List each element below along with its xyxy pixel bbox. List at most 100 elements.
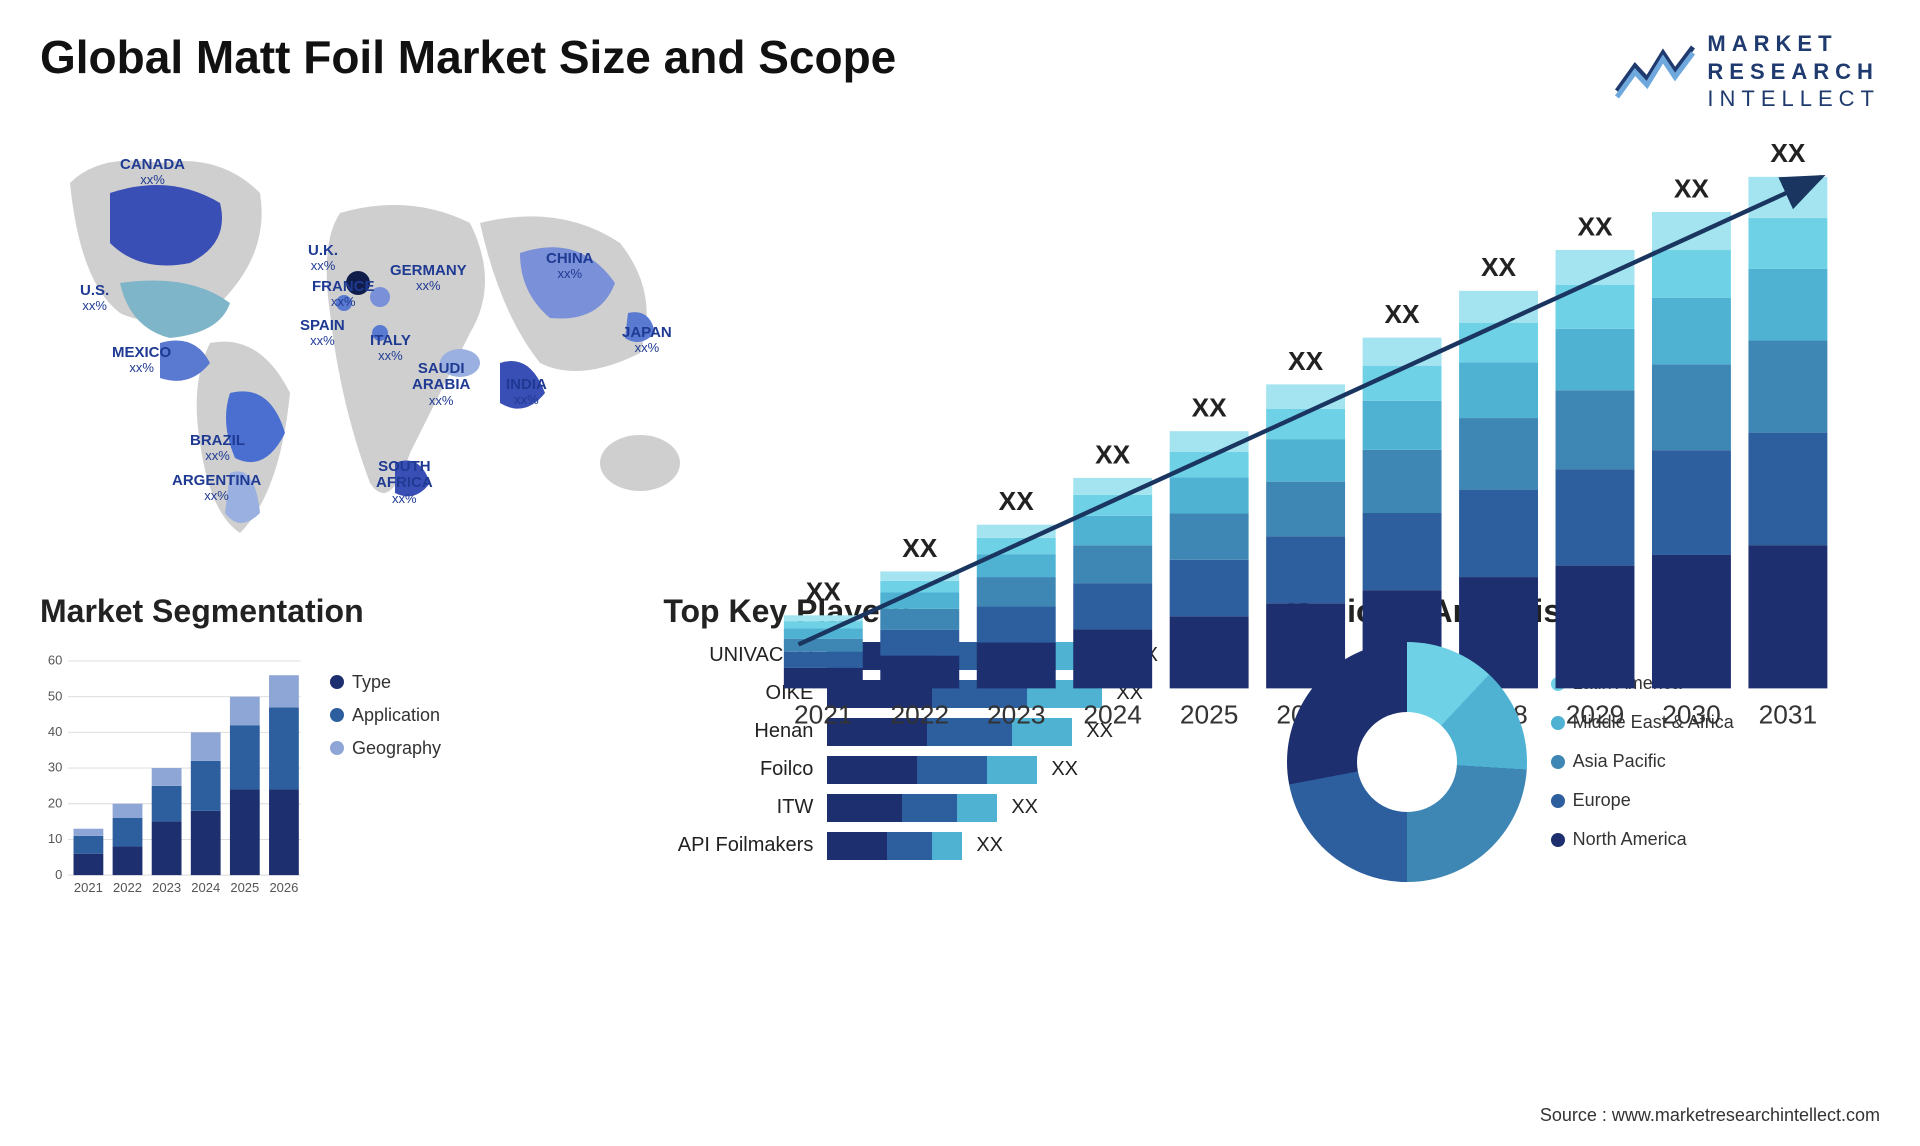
- svg-text:40: 40: [48, 724, 62, 739]
- map-label: U.K.xx%: [308, 243, 338, 274]
- svg-text:2021: 2021: [74, 879, 103, 894]
- svg-text:XX: XX: [1385, 299, 1421, 329]
- svg-text:20: 20: [48, 795, 62, 810]
- keyplayer-bar-seg: [827, 794, 902, 822]
- world-map: CANADAxx% U.S.xx% MEXICOxx% BRAZILxx% ARGENT…: [40, 133, 700, 563]
- svg-text:60: 60: [48, 652, 62, 667]
- keyplayer-bar: [827, 756, 1037, 784]
- regional-donut: [1287, 642, 1527, 882]
- legend-item: Asia Pacific: [1551, 751, 1734, 772]
- forecast-svg: XX2021XX2022XX2023XX2024XX2025XX2026XX20…: [740, 133, 1880, 747]
- svg-text:XX: XX: [902, 532, 938, 562]
- donut-hole: [1357, 712, 1457, 812]
- keyplayer-row: API Foilmakers XX: [663, 832, 1256, 860]
- svg-text:2022: 2022: [113, 879, 142, 894]
- map-label: INDIAxx%: [506, 377, 547, 408]
- svg-text:XX: XX: [806, 576, 842, 606]
- keyplayer-row: Foilco XX: [663, 756, 1256, 784]
- map-label: MEXICOxx%: [112, 345, 171, 376]
- svg-text:XX: XX: [999, 486, 1035, 516]
- map-label: GERMANYxx%: [390, 263, 467, 294]
- keyplayer-name: API Foilmakers: [663, 834, 813, 857]
- header: Global Matt Foil Market Size and Scope M…: [40, 30, 1880, 113]
- legend-label: Europe: [1573, 790, 1631, 811]
- map-label: JAPANxx%: [622, 325, 672, 356]
- map-label: ITALYxx%: [370, 333, 411, 364]
- keyplayer-bar-seg: [932, 832, 962, 860]
- svg-text:XX: XX: [1095, 439, 1131, 469]
- segmentation-wrap: 0 10 20 30 40 50 60 2021 2022 2023 2024 2025 2026 Ty…: [40, 642, 633, 922]
- forecast-chart: XX2021XX2022XX2023XX2024XX2025XX2026XX20…: [740, 133, 1880, 563]
- svg-text:0: 0: [55, 866, 62, 881]
- svg-text:2022: 2022: [891, 699, 950, 729]
- svg-text:10: 10: [48, 831, 62, 846]
- map-label: CHINAxx%: [546, 251, 594, 282]
- svg-text:2024: 2024: [191, 879, 220, 894]
- keyplayer-name: Foilco: [663, 758, 813, 781]
- keyplayer-bar-seg: [887, 832, 932, 860]
- keyplayer-bar-seg: [957, 794, 997, 822]
- svg-text:XX: XX: [1674, 173, 1710, 203]
- legend-dot-icon: [1551, 755, 1565, 769]
- keyplayer-bar-seg: [827, 756, 917, 784]
- keyplayer-bar: [827, 832, 962, 860]
- legend-dot-icon: [330, 708, 344, 722]
- svg-text:30: 30: [48, 759, 62, 774]
- keyplayer-bar-seg: [917, 756, 987, 784]
- svg-text:XX: XX: [1288, 345, 1324, 375]
- brand-logo: MARKET RESEARCH INTELLECT: [1615, 30, 1880, 113]
- keyplayer-name: ITW: [663, 796, 813, 819]
- svg-text:2025: 2025: [230, 879, 259, 894]
- keyplayer-value: XX: [1051, 758, 1078, 781]
- keyplayer-bar: [827, 794, 997, 822]
- legend-label: Geography: [352, 738, 441, 759]
- svg-text:2021: 2021: [794, 699, 853, 729]
- legend-dot-icon: [330, 741, 344, 755]
- legend-label: Type: [352, 672, 391, 693]
- svg-text:2023: 2023: [987, 699, 1046, 729]
- top-row: CANADAxx% U.S.xx% MEXICOxx% BRAZILxx% ARGENT…: [40, 133, 1880, 563]
- legend-item: Type: [330, 672, 441, 693]
- legend-item: Geography: [330, 738, 441, 759]
- svg-text:50: 50: [48, 688, 62, 703]
- segmentation-svg: 0 10 20 30 40 50 60 2021 2022 2023 2024 2025 2026: [40, 642, 310, 922]
- map-label: CANADAxx%: [120, 157, 185, 188]
- keyplayer-row: ITW XX: [663, 794, 1256, 822]
- map-label: FRANCExx%: [312, 279, 375, 310]
- keyplayer-value: XX: [1011, 796, 1038, 819]
- legend-item: North America: [1551, 829, 1734, 850]
- map-label: ARGENTINAxx%: [172, 473, 261, 504]
- legend-item: Europe: [1551, 790, 1734, 811]
- source-credit: Source : www.marketresearchintellect.com: [1540, 1105, 1880, 1126]
- legend-label: Asia Pacific: [1573, 751, 1666, 772]
- legend-dot-icon: [330, 675, 344, 689]
- page-title: Global Matt Foil Market Size and Scope: [40, 30, 896, 84]
- map-label: BRAZILxx%: [190, 433, 245, 464]
- svg-text:2023: 2023: [152, 879, 181, 894]
- svg-text:XX: XX: [1192, 392, 1228, 422]
- segmentation-title: Market Segmentation: [40, 593, 633, 630]
- segmentation-legend: Type Application Geography: [330, 642, 441, 922]
- logo-mark-icon: [1615, 41, 1695, 101]
- map-label: U.S.xx%: [80, 283, 109, 314]
- svg-text:2025: 2025: [1180, 699, 1239, 729]
- legend-label: North America: [1573, 829, 1687, 850]
- map-label: SAUDIARABIAxx%: [412, 361, 470, 408]
- map-label: SOUTHAFRICAxx%: [376, 459, 433, 506]
- svg-text:2031: 2031: [1759, 699, 1818, 729]
- svg-text:XX: XX: [1577, 211, 1613, 241]
- keyplayer-bar-seg: [827, 832, 887, 860]
- svg-text:XX: XX: [1481, 252, 1517, 282]
- logo-text: MARKET RESEARCH INTELLECT: [1707, 30, 1880, 113]
- map-label: SPAINxx%: [300, 318, 345, 349]
- legend-dot-icon: [1551, 794, 1565, 808]
- svg-text:2030: 2030: [1662, 699, 1721, 729]
- svg-text:2024: 2024: [1083, 699, 1142, 729]
- keyplayer-bar-seg: [902, 794, 957, 822]
- segmentation-panel: Market Segmentation 0 10 20 30 40 50 60 2021 202…: [40, 593, 633, 953]
- keyplayer-bar-seg: [987, 756, 1037, 784]
- legend-item: Application: [330, 705, 441, 726]
- keyplayer-value: XX: [976, 834, 1003, 857]
- svg-text:XX: XX: [1770, 138, 1806, 168]
- svg-text:2026: 2026: [269, 879, 298, 894]
